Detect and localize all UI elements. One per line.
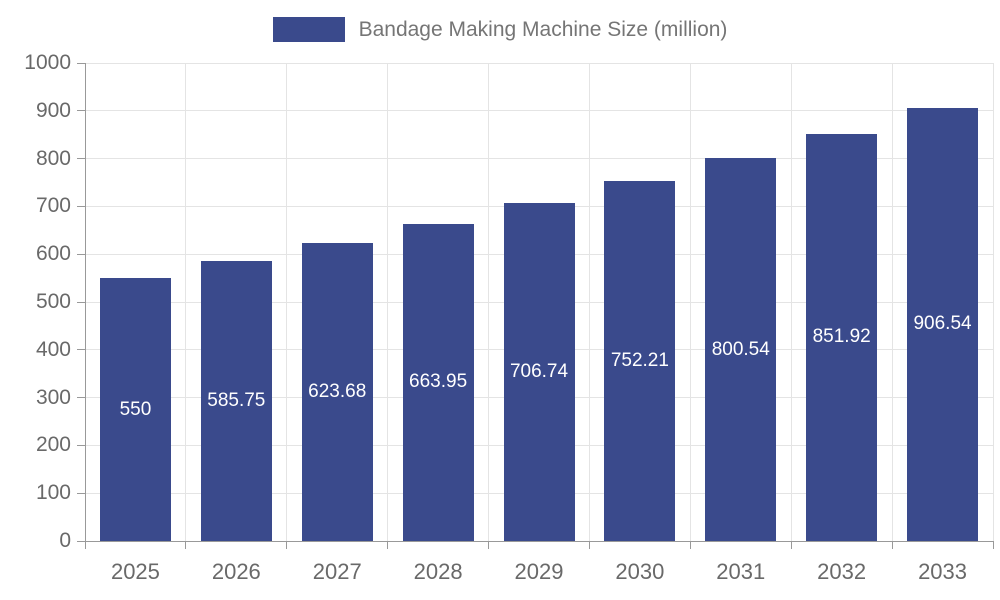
y-axis-tick [77,205,85,207]
x-tick-label: 2028 [413,559,463,584]
gridline-vertical [286,63,288,541]
x-axis-tick [185,541,187,549]
y-tick-label: 100 [35,481,71,505]
y-axis-tick [77,349,85,351]
y-tick-label: 0 [59,529,71,552]
gridline-vertical [185,63,187,541]
gridline-vertical [790,63,792,541]
x-tick-label: 2027 [312,559,362,584]
y-tick-label: 400 [35,337,71,361]
bar-value-label: 752.21 [610,350,669,372]
y-tick-label: 200 [35,433,71,457]
gridline-horizontal [85,158,993,160]
bar: 550 [99,278,171,541]
y-axis-tick [77,492,85,494]
x-tick-label: 2025 [110,559,160,584]
x-axis-tick [387,541,389,549]
y-tick-label: 500 [35,290,71,313]
bar: 851.92 [806,133,878,541]
bar-value-label: 585.75 [207,389,266,411]
y-tick-label: 900 [35,98,71,122]
gridline-vertical [488,63,490,541]
y-axis-tick [77,158,85,160]
y-axis-tick [77,397,85,399]
gridline-vertical [992,63,994,541]
gridline-horizontal [85,62,993,64]
y-axis-tick [77,253,85,255]
chart-legend-item[interactable]: Bandage Making Machine Size (million) [0,17,1000,42]
x-tick-label: 2032 [817,559,867,584]
x-tick-label: 2033 [918,559,968,584]
bar: 906.54 [907,107,979,541]
legend-label: Bandage Making Machine Size (million) [358,18,728,41]
x-axis-tick [689,541,691,549]
y-axis-tick [77,62,85,64]
bar-value-label: 906.54 [913,313,972,335]
gridline-vertical [891,63,893,541]
bar-value-label: 550 [119,398,152,420]
y-tick-label: 700 [35,194,71,218]
y-tick-label: 1000 [24,51,71,74]
y-axis-tick [77,444,85,446]
bar-value-label: 851.92 [812,326,871,348]
y-axis-tick [77,540,85,542]
x-axis-tick [992,541,994,549]
y-axis-tick [77,110,85,112]
y-axis-tick [77,301,85,303]
x-tick-label: 2026 [211,559,261,584]
x-axis-tick [891,541,893,549]
gridline-vertical [689,63,691,541]
legend-swatch [272,17,345,42]
gridline-vertical [387,63,389,541]
gridline-vertical [588,63,590,541]
x-tick-label: 2030 [615,559,665,584]
bar: 663.95 [402,223,474,541]
bar: 585.75 [200,261,272,541]
bar-value-label: 663.95 [409,371,468,393]
y-tick-label: 600 [35,242,71,266]
y-axis-line [85,63,86,541]
bar-value-label: 706.74 [509,361,569,383]
x-axis-tick [790,541,792,549]
bar: 706.74 [503,203,575,541]
x-axis-tick [286,541,288,549]
x-tick-label: 2029 [514,559,564,584]
x-axis-tick [84,541,86,549]
bar-value-label: 623.68 [308,380,367,402]
x-axis-line [85,541,993,542]
y-tick-label: 300 [35,385,71,409]
x-axis-tick [588,541,590,549]
bar: 623.68 [301,242,373,541]
bar-value-label: 800.54 [711,338,770,360]
bar: 800.54 [705,158,777,541]
x-axis-tick [488,541,490,549]
gridline-horizontal [85,110,993,112]
x-tick-label: 2031 [716,559,766,584]
y-tick-label: 800 [35,146,71,170]
bar: 752.21 [604,181,676,541]
